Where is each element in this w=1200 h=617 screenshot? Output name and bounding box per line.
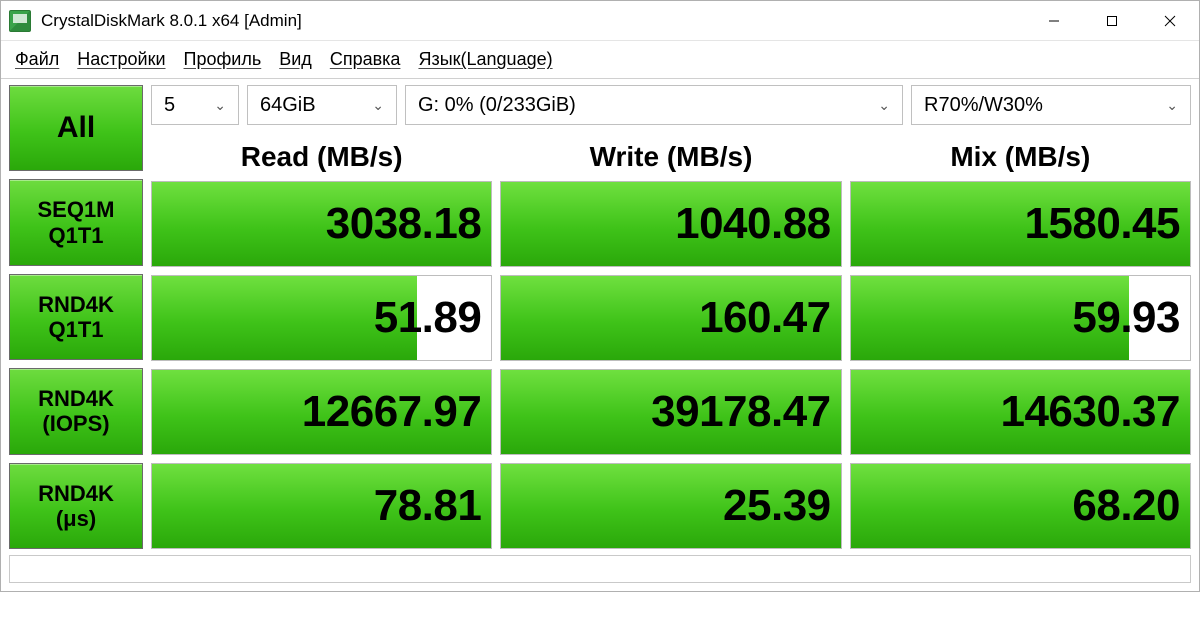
result-value: 39178.47 (651, 387, 841, 437)
menu-file[interactable]: Файл (15, 49, 59, 70)
size-value: 64GiB (260, 94, 316, 117)
result-value: 12667.97 (302, 387, 492, 437)
result-value: 78.81 (374, 481, 492, 531)
menubar: Файл Настройки Профиль Вид Справка Язык(… (1, 41, 1199, 79)
column-header-write: Write (MB/s) (500, 133, 841, 181)
status-bar (9, 555, 1191, 583)
result-cell-write: 39178.47 (500, 369, 841, 455)
result-value: 59.93 (1072, 293, 1190, 343)
runs-value: 5 (164, 94, 175, 117)
result-cell-mix: 1580.45 (850, 181, 1191, 267)
size-dropdown[interactable]: 64GiB ⌄ (247, 85, 397, 125)
result-value: 25.39 (723, 481, 841, 531)
result-cell-mix: 68.20 (850, 463, 1191, 549)
window-title: CrystalDiskMark 8.0.1 x64 [Admin] (41, 11, 1025, 31)
maximize-button[interactable] (1083, 1, 1141, 40)
test-button-line2: (μs) (56, 506, 96, 531)
minimize-button[interactable] (1025, 1, 1083, 40)
mode-value: R70%/W30% (924, 94, 1043, 117)
menu-settings[interactable]: Настройки (77, 49, 165, 70)
right-area: 5 ⌄ 64GiB ⌄ G: 0% (0/233GiB) ⌄ R70%/W30%… (151, 85, 1191, 549)
runs-dropdown[interactable]: 5 ⌄ (151, 85, 239, 125)
test-button-rnd4k-iops[interactable]: RND4K (IOPS) (9, 368, 143, 454)
test-button-rnd4k-q1t1[interactable]: RND4K Q1T1 (9, 274, 143, 360)
column-header-read: Read (MB/s) (151, 133, 492, 181)
window-buttons (1025, 1, 1199, 40)
result-value: 14630.37 (1000, 387, 1190, 437)
menu-profile[interactable]: Профиль (184, 49, 262, 70)
result-value: 160.47 (699, 293, 841, 343)
chevron-down-icon: ⌄ (214, 97, 226, 114)
test-button-rnd4k-us[interactable]: RND4K (μs) (9, 463, 143, 549)
maximize-icon (1106, 15, 1118, 27)
result-cell-read: 3038.18 (151, 181, 492, 267)
run-all-label: All (57, 111, 95, 146)
app-window: CrystalDiskMark 8.0.1 x64 [Admin] Файл Н… (0, 0, 1200, 592)
test-button-line2: Q1T1 (48, 223, 103, 248)
menu-language[interactable]: Язык(Language) (418, 49, 552, 70)
mode-dropdown[interactable]: R70%/W30% ⌄ (911, 85, 1191, 125)
result-cell-write: 160.47 (500, 275, 841, 361)
test-button-line1: SEQ1M (37, 197, 114, 222)
close-button[interactable] (1141, 1, 1199, 40)
result-cell-write: 1040.88 (500, 181, 841, 267)
drive-value: G: 0% (0/233GiB) (418, 94, 576, 117)
result-cell-write: 25.39 (500, 463, 841, 549)
result-cell-read: 78.81 (151, 463, 492, 549)
menu-help[interactable]: Справка (330, 49, 401, 70)
result-cell-mix: 59.93 (850, 275, 1191, 361)
column-header-mix: Mix (MB/s) (850, 133, 1191, 181)
left-column: All SEQ1M Q1T1 RND4K Q1T1 RND4K (IOPS) R… (9, 85, 143, 549)
test-button-line1: RND4K (38, 386, 114, 411)
result-value: 3038.18 (326, 199, 492, 249)
test-button-line2: Q1T1 (48, 317, 103, 342)
menu-view[interactable]: Вид (279, 49, 312, 70)
app-icon (9, 10, 31, 32)
result-cell-mix: 14630.37 (850, 369, 1191, 455)
result-cell-read: 12667.97 (151, 369, 492, 455)
test-button-line1: RND4K (38, 481, 114, 506)
titlebar: CrystalDiskMark 8.0.1 x64 [Admin] (1, 1, 1199, 41)
test-button-seq1m-q1t1[interactable]: SEQ1M Q1T1 (9, 179, 143, 265)
result-value: 68.20 (1072, 481, 1190, 531)
minimize-icon (1048, 15, 1060, 27)
test-button-line1: RND4K (38, 292, 114, 317)
chevron-down-icon: ⌄ (372, 97, 384, 114)
drive-dropdown[interactable]: G: 0% (0/233GiB) ⌄ (405, 85, 903, 125)
run-all-button[interactable]: All (9, 85, 143, 171)
result-value: 51.89 (374, 293, 492, 343)
close-icon (1164, 15, 1176, 27)
result-value: 1040.88 (675, 199, 841, 249)
content-area: All SEQ1M Q1T1 RND4K Q1T1 RND4K (IOPS) R… (1, 79, 1199, 591)
chevron-down-icon: ⌄ (1166, 97, 1178, 114)
chevron-down-icon: ⌄ (878, 97, 890, 114)
test-button-line2: (IOPS) (42, 411, 109, 436)
result-cell-read: 51.89 (151, 275, 492, 361)
result-value: 1580.45 (1024, 199, 1190, 249)
